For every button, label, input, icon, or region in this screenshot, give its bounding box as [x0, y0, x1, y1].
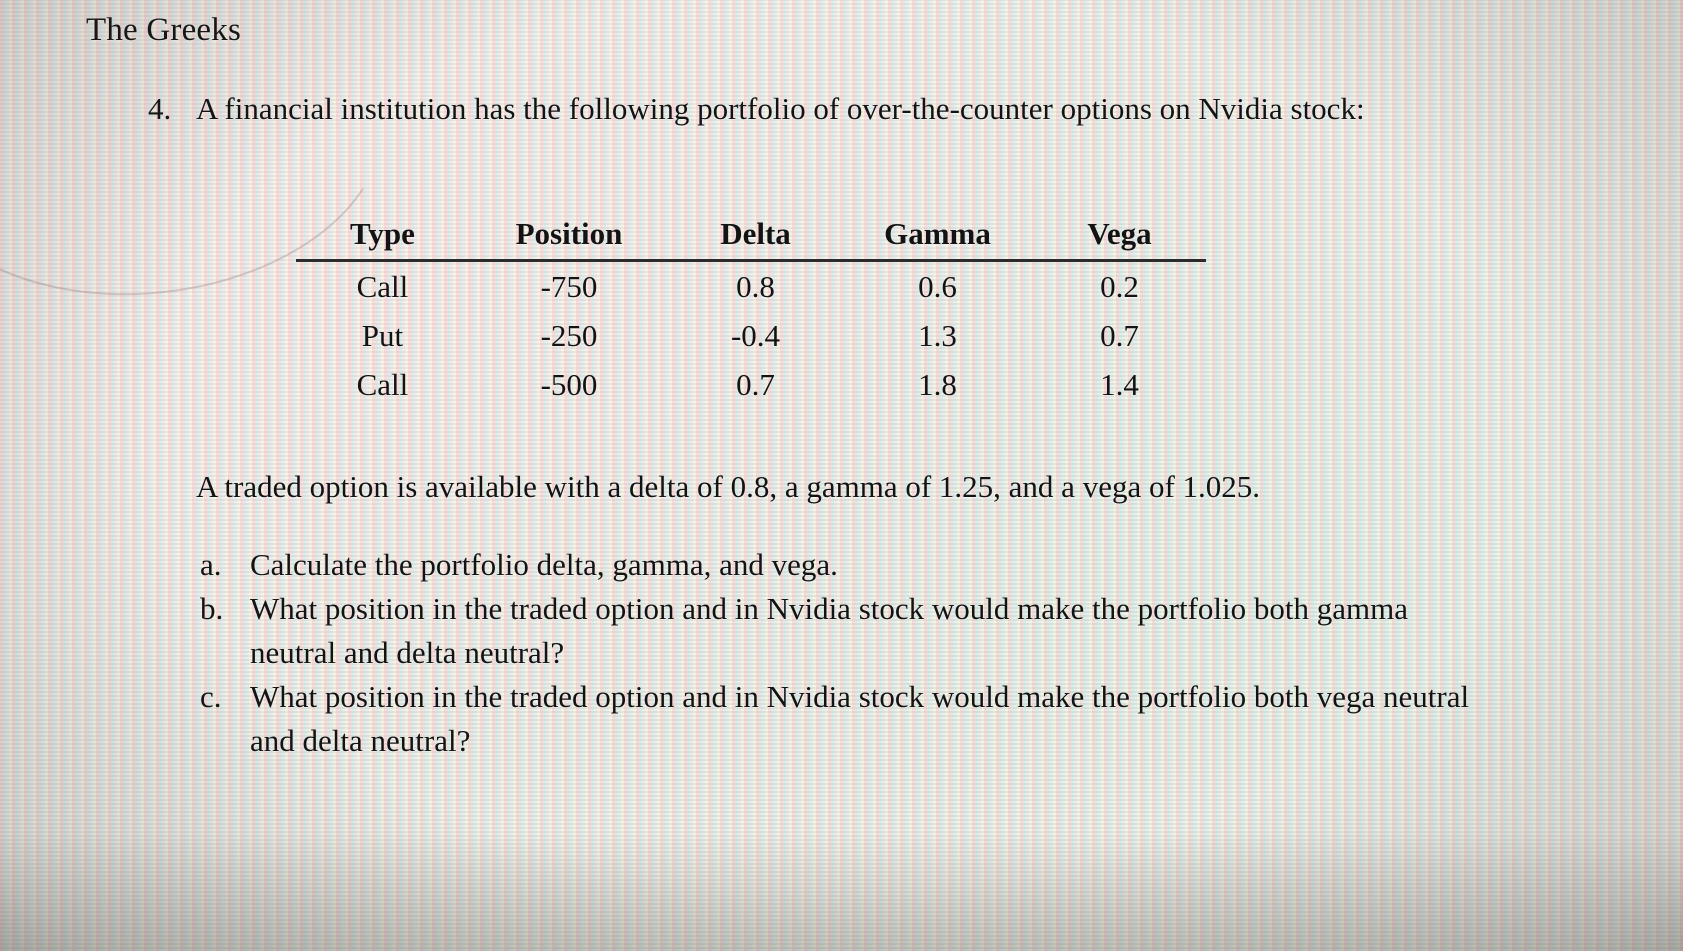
sub-question-letter: c.: [200, 679, 222, 715]
sub-question-text: What position in the traded option and i…: [250, 679, 1470, 758]
cell-type: Put: [361, 318, 404, 353]
cell-delta: -0.4: [730, 318, 781, 353]
column-header-gamma: Gamma: [841, 214, 1034, 262]
cell-gamma: 0.6: [918, 269, 957, 304]
cell-position: -250: [540, 318, 598, 353]
sub-question-a: a. Calculate the portfolio delta, gamma,…: [196, 543, 1486, 586]
table-row: Call -500 0.7 1.8 1.4: [296, 360, 1206, 409]
sub-question-letter: b.: [200, 591, 224, 627]
sub-question-text: Calculate the portfolio delta, gamma, an…: [250, 547, 838, 582]
table-row: Call -750 0.8 0.6 0.2: [296, 261, 1206, 312]
cell-type: Call: [356, 367, 409, 402]
sub-question-b: b. What position in the traded option an…: [196, 587, 1486, 674]
cell-delta: 0.7: [736, 367, 775, 402]
question-4: 4. A financial institution has the follo…: [148, 88, 1468, 131]
sub-question-text: What position in the traded option and i…: [250, 591, 1408, 670]
table-header-row: Type Position Delta Gamma Vega: [296, 214, 1206, 262]
column-header-type: Type: [296, 214, 469, 262]
sub-question-letter: a.: [200, 547, 222, 582]
question-block: 4. A financial institution has the follo…: [148, 88, 1468, 131]
cell-gamma: 1.3: [918, 318, 957, 353]
greeks-table: Type Position Delta Gamma Vega Call -750…: [296, 214, 1206, 409]
sub-question-c: c. What position in the traded option an…: [196, 675, 1486, 762]
question-number: 4.: [148, 91, 172, 126]
column-header-position: Position: [468, 214, 670, 262]
sub-question-list: a. Calculate the portfolio delta, gamma,…: [196, 543, 1486, 763]
cell-position: -750: [540, 269, 598, 304]
cell-vega: 0.7: [1100, 318, 1139, 353]
question-text: A financial institution has the followin…: [196, 91, 1365, 126]
cell-gamma: 1.8: [918, 367, 957, 402]
column-header-delta: Delta: [669, 214, 842, 262]
cell-vega: 0.2: [1100, 269, 1139, 304]
photo-bottom-shadow: [0, 831, 1683, 951]
cell-position: -500: [540, 367, 598, 402]
cell-vega: 1.4: [1100, 367, 1139, 402]
page-title: The Greeks: [86, 12, 242, 48]
cell-delta: 0.8: [736, 269, 775, 304]
cell-type: Call: [356, 269, 409, 304]
traded-option-note: A traded option is available with a delt…: [196, 469, 1261, 504]
greeks-table-container: Type Position Delta Gamma Vega Call -750…: [296, 214, 1206, 409]
table-row: Put -250 -0.4 1.3 0.7: [296, 311, 1206, 360]
column-header-vega: Vega: [1033, 214, 1206, 262]
